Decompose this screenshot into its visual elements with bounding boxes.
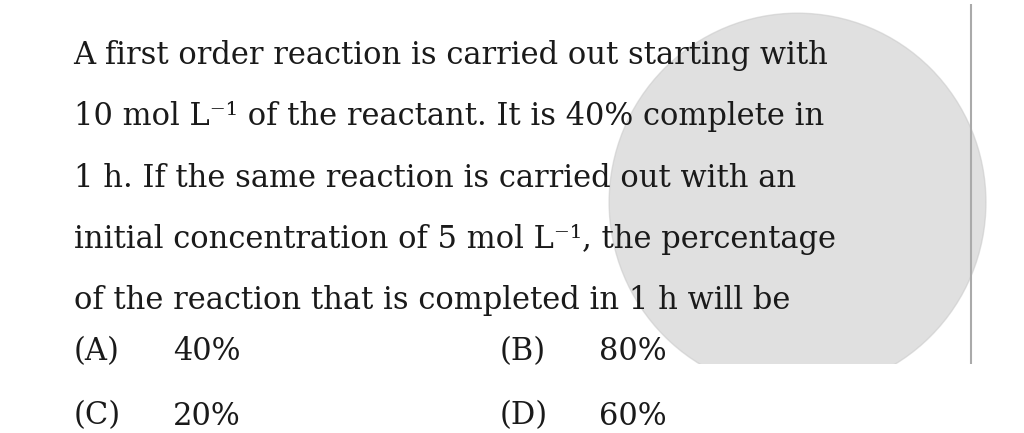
Text: 1 h. If the same reaction is carried out with an: 1 h. If the same reaction is carried out…	[74, 163, 796, 194]
Text: initial concentration of 5 mol L⁻¹, the percentage: initial concentration of 5 mol L⁻¹, the …	[74, 224, 836, 255]
Text: 60%: 60%	[599, 401, 667, 432]
Text: (C): (C)	[74, 401, 121, 432]
Text: 20%: 20%	[173, 401, 241, 432]
Text: (D): (D)	[500, 401, 548, 432]
Text: A first order reaction is carried out starting with: A first order reaction is carried out st…	[74, 40, 828, 71]
Text: 40%: 40%	[173, 336, 241, 367]
Text: (A): (A)	[74, 336, 120, 367]
Text: 10 mol L⁻¹ of the reactant. It is 40% complete in: 10 mol L⁻¹ of the reactant. It is 40% co…	[74, 101, 824, 132]
Text: (B): (B)	[500, 336, 546, 367]
Text: of the reaction that is completed in 1 h will be: of the reaction that is completed in 1 h…	[74, 285, 790, 316]
Text: 80%: 80%	[599, 336, 667, 367]
Ellipse shape	[609, 13, 986, 391]
